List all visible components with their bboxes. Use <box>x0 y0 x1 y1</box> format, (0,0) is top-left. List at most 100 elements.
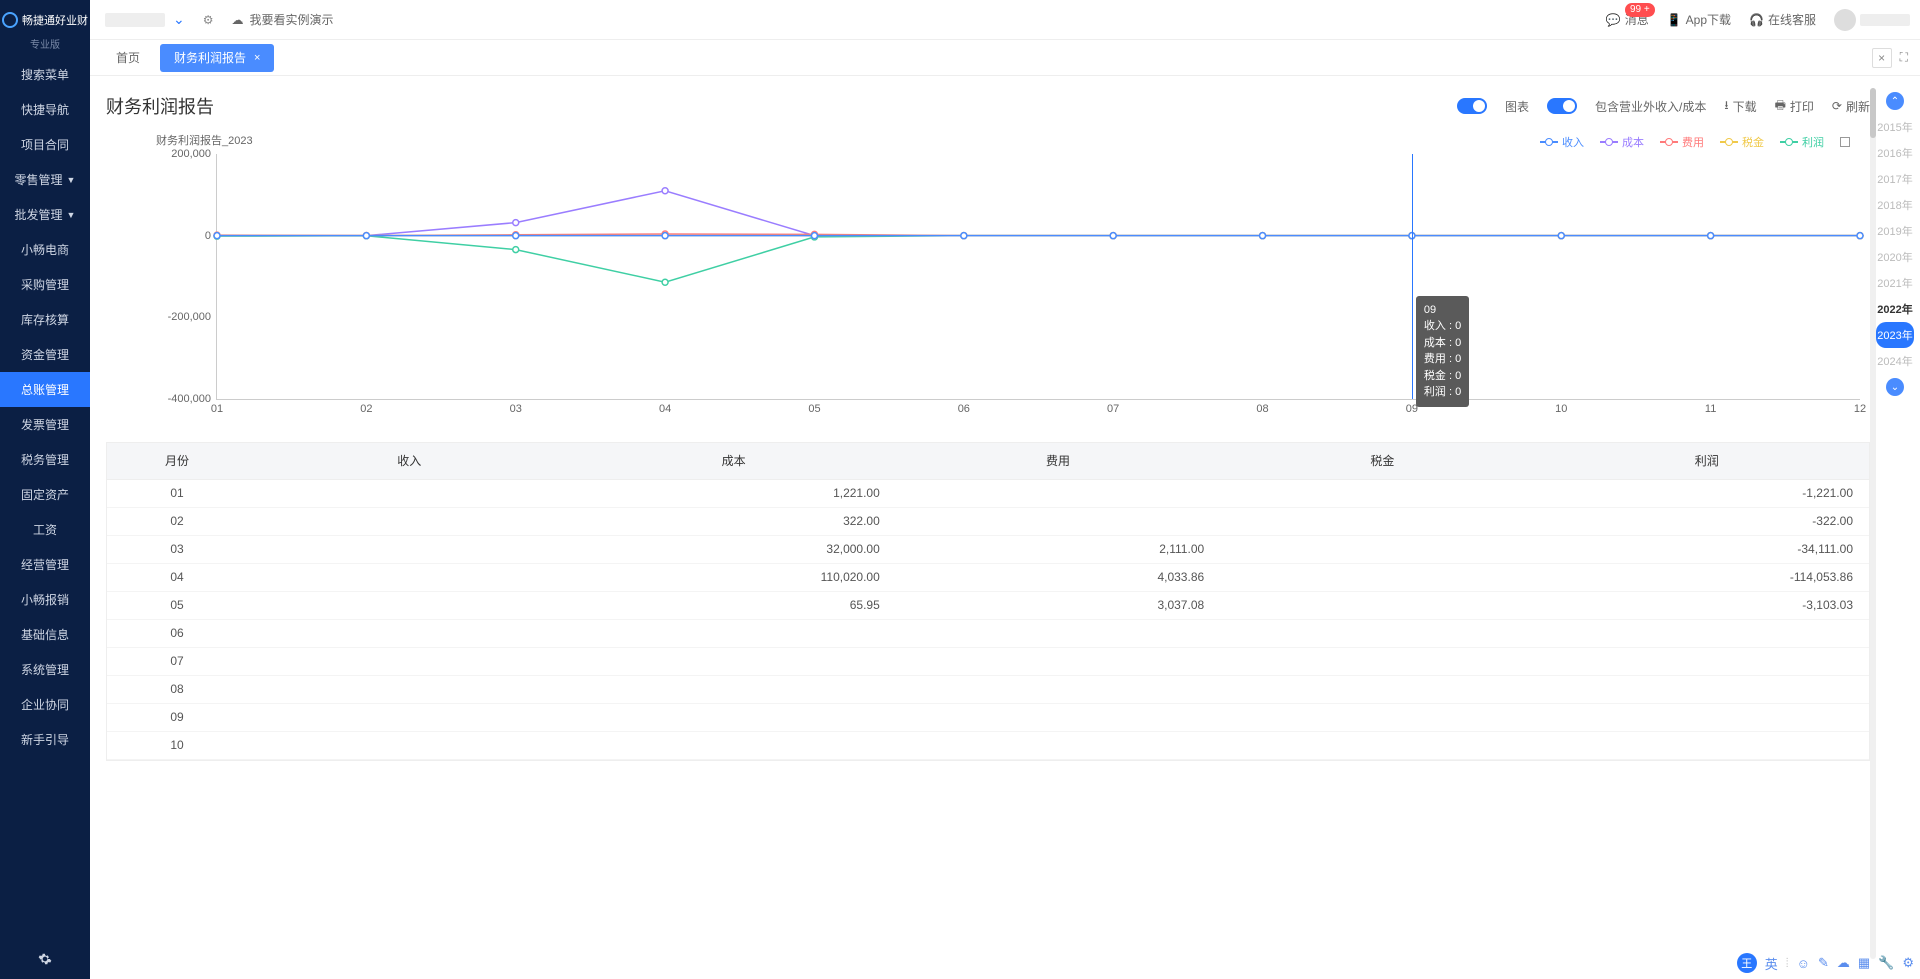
sidebar-settings[interactable] <box>0 939 90 979</box>
table-row: 06 <box>107 619 1869 647</box>
ime-cloud-icon[interactable]: ☁ <box>1837 955 1850 971</box>
sidebar-item[interactable]: 小畅报销 <box>0 582 90 617</box>
org-selector[interactable]: ⌄ ⚙ <box>90 11 214 28</box>
sidebar-item[interactable]: 快捷导航 <box>0 92 90 127</box>
sidebar-item[interactable]: 资金管理 <box>0 337 90 372</box>
sidebar-item[interactable]: 采购管理 <box>0 267 90 302</box>
app-download-button[interactable]: 📱 App下载 <box>1667 11 1731 28</box>
page-actions: 图表 包含营业外收入/成本 ⭳下载 🖶打印 ⟳刷新 <box>1457 96 1870 117</box>
ime-zh-icon[interactable]: 王 <box>1737 953 1757 973</box>
chart-plot[interactable]: -400,000-200,0000200,0000102030405060708… <box>216 154 1860 400</box>
year-option[interactable]: 2015年 <box>1876 114 1914 140</box>
tab-home[interactable]: 首页 <box>102 44 154 72</box>
sidebar-item[interactable]: 总账管理 <box>0 372 90 407</box>
tab-home-label: 首页 <box>116 49 140 66</box>
table-header: 成本 <box>571 443 895 479</box>
ime-en-label[interactable]: 英 <box>1765 954 1778 973</box>
sidebar-item[interactable]: 小畅电商 <box>0 232 90 267</box>
legend-profit[interactable]: 利润 <box>1780 134 1824 150</box>
table-cell <box>1220 563 1544 591</box>
legend-income[interactable]: 收入 <box>1540 134 1584 150</box>
table-cell <box>247 535 571 563</box>
avatar <box>1834 9 1856 31</box>
sidebar-item[interactable]: 企业协同 <box>0 687 90 722</box>
year-scroll-down[interactable]: ⌄ <box>1886 378 1904 396</box>
toggle-extra[interactable] <box>1547 98 1577 114</box>
sidebar-item[interactable]: 批发管理▼ <box>0 197 90 232</box>
sidebar-item[interactable]: 系统管理 <box>0 652 90 687</box>
year-option[interactable]: 2016年 <box>1876 140 1914 166</box>
legend-cost[interactable]: 成本 <box>1600 134 1644 150</box>
sidebar-item[interactable]: 项目合同 <box>0 127 90 162</box>
tabs-close-all[interactable]: × <box>1872 48 1892 68</box>
refresh-button[interactable]: ⟳刷新 <box>1832 98 1870 115</box>
ime-grid-icon[interactable]: ▦ <box>1858 955 1870 971</box>
sidebar-menu: 搜索菜单快捷导航项目合同零售管理▼批发管理▼小畅电商采购管理库存核算资金管理总账… <box>0 57 90 939</box>
x-axis-label: 06 <box>958 399 970 415</box>
demo-link[interactable]: ☁ 我要看实例演示 <box>232 11 334 28</box>
year-option[interactable]: 2021年 <box>1876 270 1914 296</box>
year-option[interactable]: 2022年 <box>1876 296 1914 322</box>
sidebar-item[interactable]: 新手引导 <box>0 722 90 757</box>
tab-report[interactable]: 财务利润报告 × <box>160 44 274 72</box>
toggle-chart[interactable] <box>1457 98 1487 114</box>
sidebar-item[interactable]: 零售管理▼ <box>0 162 90 197</box>
table-header: 月份 <box>107 443 247 479</box>
x-axis-label: 02 <box>360 399 372 415</box>
year-scroll-up[interactable]: ⌃ <box>1886 92 1904 110</box>
sidebar-item[interactable]: 税务管理 <box>0 442 90 477</box>
sidebar-item[interactable]: 工资 <box>0 512 90 547</box>
download-icon: ⭳ <box>1724 96 1728 117</box>
sidebar: 畅捷通好业财 专业版 搜索菜单快捷导航项目合同零售管理▼批发管理▼小畅电商采购管… <box>0 0 90 979</box>
table-cell <box>247 647 571 675</box>
app-logo[interactable]: 畅捷通好业财 <box>0 0 90 40</box>
org-name-blur <box>105 13 165 27</box>
table-cell: 32,000.00 <box>571 535 895 563</box>
toggle-chart-label: 图表 <box>1505 98 1529 115</box>
user-menu[interactable] <box>1834 9 1910 31</box>
sidebar-item[interactable]: 基础信息 <box>0 617 90 652</box>
profit-table: 月份收入成本费用税金利润011,221.00-1,221.0002322.00-… <box>106 442 1870 761</box>
ime-tool-icon[interactable]: 🔧 <box>1878 955 1894 971</box>
toggle-extra-label: 包含营业外收入/成本 <box>1595 98 1706 115</box>
year-option[interactable]: 2017年 <box>1876 166 1914 192</box>
ime-toolbar[interactable]: 王 英 ⦙ ☺ ✎ ☁ ▦ 🔧 ⚙ <box>1737 953 1914 973</box>
table-row: 09 <box>107 703 1869 731</box>
close-icon[interactable]: × <box>254 52 260 64</box>
year-option[interactable]: 2018年 <box>1876 192 1914 218</box>
download-button[interactable]: ⭳下载 <box>1724 96 1756 117</box>
table-row: 02322.00-322.00 <box>107 507 1869 535</box>
year-option[interactable]: 2020年 <box>1876 244 1914 270</box>
ime-edit-icon[interactable]: ✎ <box>1818 955 1829 971</box>
sidebar-item[interactable]: 发票管理 <box>0 407 90 442</box>
print-button[interactable]: 🖶打印 <box>1775 96 1814 117</box>
table-cell <box>1220 675 1544 703</box>
legend-expense[interactable]: 费用 <box>1660 134 1704 150</box>
online-service-button[interactable]: 🎧 在线客服 <box>1749 11 1816 28</box>
sidebar-item[interactable]: 经营管理 <box>0 547 90 582</box>
sidebar-item[interactable]: 库存核算 <box>0 302 90 337</box>
chart-title: 财务利润报告_2023 <box>156 132 253 148</box>
page-header: 财务利润报告 图表 包含营业外收入/成本 ⭳下载 🖶打印 ⟳刷新 <box>106 88 1870 124</box>
year-option[interactable]: 2024年 <box>1876 348 1914 374</box>
table-cell: 04 <box>107 563 247 591</box>
table-cell <box>1545 703 1869 731</box>
table-cell <box>896 619 1220 647</box>
table-cell: 2,111.00 <box>896 535 1220 563</box>
top-header: ⌄ ⚙ ☁ 我要看实例演示 💬 消息 99 + 📱 App下载 🎧 在线客服 <box>90 0 1920 40</box>
fullscreen-toggle[interactable]: ⛶ <box>1900 50 1908 65</box>
year-option[interactable]: 2019年 <box>1876 218 1914 244</box>
legend-toggle-icon[interactable] <box>1840 137 1850 147</box>
table-cell <box>1545 619 1869 647</box>
legend-tax[interactable]: 税金 <box>1720 134 1764 150</box>
message-icon: 💬 <box>1606 13 1621 27</box>
ime-gear-icon[interactable]: ⚙ <box>1902 955 1914 971</box>
sidebar-item[interactable]: 固定资产 <box>0 477 90 512</box>
year-option[interactable]: 2023年 <box>1876 322 1914 348</box>
user-name-blur <box>1860 14 1910 26</box>
ime-smile-icon[interactable]: ☺ <box>1797 956 1810 971</box>
org-settings-icon[interactable]: ⚙ <box>203 13 214 27</box>
table-cell <box>247 619 571 647</box>
sidebar-item[interactable]: 搜索菜单 <box>0 57 90 92</box>
messages-button[interactable]: 💬 消息 99 + <box>1606 11 1649 28</box>
